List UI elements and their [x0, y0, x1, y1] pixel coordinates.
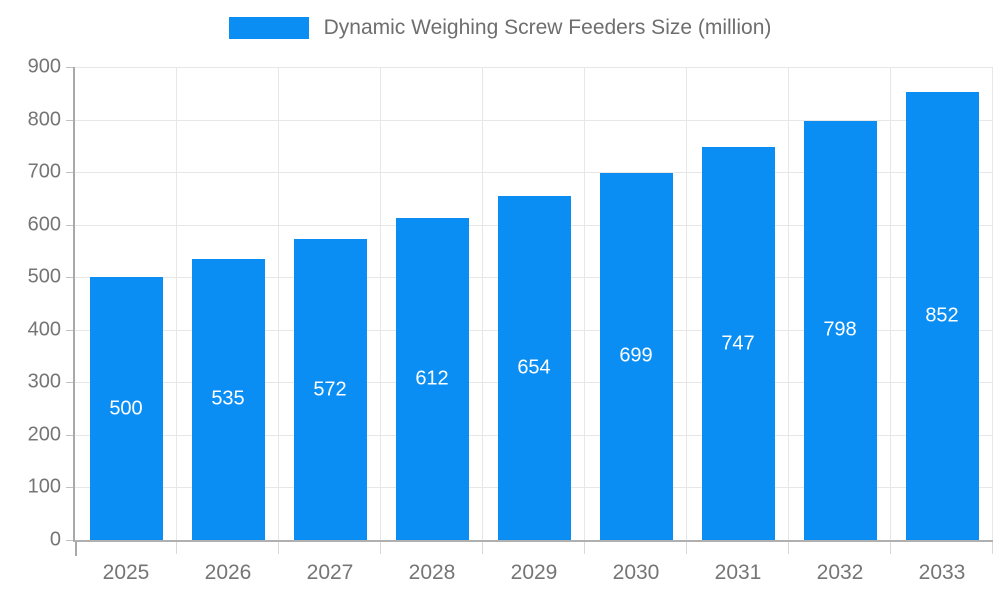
v-gridline-4	[482, 67, 483, 540]
bar-value-2028: 612	[415, 367, 449, 390]
bar-2032: 798	[803, 120, 877, 540]
v-gridline-6	[686, 67, 687, 540]
y-tick-900	[66, 67, 73, 68]
legend-label: Dynamic Weighing Screw Feeders Size (mil…	[323, 16, 772, 39]
x-axis-label-2027: 2027	[306, 561, 354, 584]
x-tick-9	[992, 542, 993, 554]
bar-value-2030: 699	[619, 344, 653, 367]
y-axis-label-900: 900	[27, 55, 61, 78]
y-tick-300	[66, 382, 73, 384]
x-tick-3	[380, 542, 381, 554]
bar-2025: 500	[89, 277, 163, 540]
bar-value-2025: 500	[109, 397, 143, 420]
x-tick-0	[75, 542, 77, 556]
bar-value-2027: 572	[313, 378, 347, 401]
v-gridline-7	[788, 67, 789, 540]
y-tick-600	[66, 224, 73, 226]
y-tick-800	[66, 119, 73, 121]
y-axis-label-400: 400	[27, 318, 61, 341]
bar-2033: 852	[905, 92, 979, 540]
bar-2028: 612	[395, 218, 469, 540]
bar-2029: 654	[497, 196, 571, 540]
x-axis-label-2031: 2031	[714, 561, 762, 584]
y-tick-200	[66, 434, 73, 436]
v-gridline-2	[278, 67, 279, 540]
x-axis-label-2028: 2028	[408, 561, 456, 584]
v-gridline-1	[176, 67, 177, 540]
x-tick-4	[482, 542, 483, 554]
bar-2030: 699	[599, 172, 673, 540]
h-gridline-800	[75, 119, 993, 121]
h-gridline-900	[75, 67, 993, 68]
v-gridline-5	[584, 67, 585, 540]
y-tick-700	[66, 172, 73, 174]
x-axis-label-2032: 2032	[816, 561, 864, 584]
y-axis-label-200: 200	[27, 423, 61, 446]
x-tick-7	[788, 542, 789, 554]
x-tick-8	[890, 542, 891, 554]
bar-value-2026: 535	[211, 387, 245, 410]
x-axis-label-2030: 2030	[612, 561, 660, 584]
bar-2026: 535	[191, 258, 265, 540]
bar-2031: 747	[701, 147, 775, 540]
y-tick-400	[66, 329, 73, 331]
y-axis-label-300: 300	[27, 370, 61, 393]
x-axis-label-2025: 2025	[102, 561, 150, 584]
v-gridline-9	[992, 67, 993, 540]
x-tick-6	[686, 542, 687, 554]
x-axis-label-2026: 2026	[204, 561, 252, 584]
bar-value-2031: 747	[721, 332, 755, 355]
y-axis-label-800: 800	[27, 108, 61, 131]
y-axis-label-100: 100	[27, 475, 61, 498]
y-axis-label-0: 0	[49, 528, 61, 551]
x-axis-label-2029: 2029	[510, 561, 558, 584]
bar-value-2032: 798	[823, 318, 857, 341]
bar-2027: 572	[293, 239, 367, 540]
legend-swatch	[228, 17, 309, 39]
v-gridline-8	[890, 67, 891, 540]
y-tick-0	[66, 540, 73, 541]
plot-area: 0 100 200 300 400 500 600 700 800 900 500 2025 535 20…	[28, 56, 993, 584]
x-tick-1	[176, 542, 177, 554]
y-tick-500	[66, 277, 73, 279]
bar-value-2029: 654	[517, 356, 551, 379]
chart-legend[interactable]: Dynamic Weighing Screw Feeders Size (mil…	[0, 16, 1000, 40]
x-tick-5	[584, 542, 585, 554]
x-tick-2	[278, 542, 279, 554]
v-gridline-3	[380, 67, 381, 540]
h-gridline-700	[75, 172, 993, 174]
y-axis-label-700: 700	[27, 160, 61, 183]
y-axis-label-600: 600	[27, 213, 61, 236]
y-tick-100	[66, 487, 73, 489]
bar-value-2033: 852	[925, 304, 959, 327]
y-axis-label-500: 500	[27, 265, 61, 288]
x-axis-label-2033: 2033	[918, 561, 966, 584]
